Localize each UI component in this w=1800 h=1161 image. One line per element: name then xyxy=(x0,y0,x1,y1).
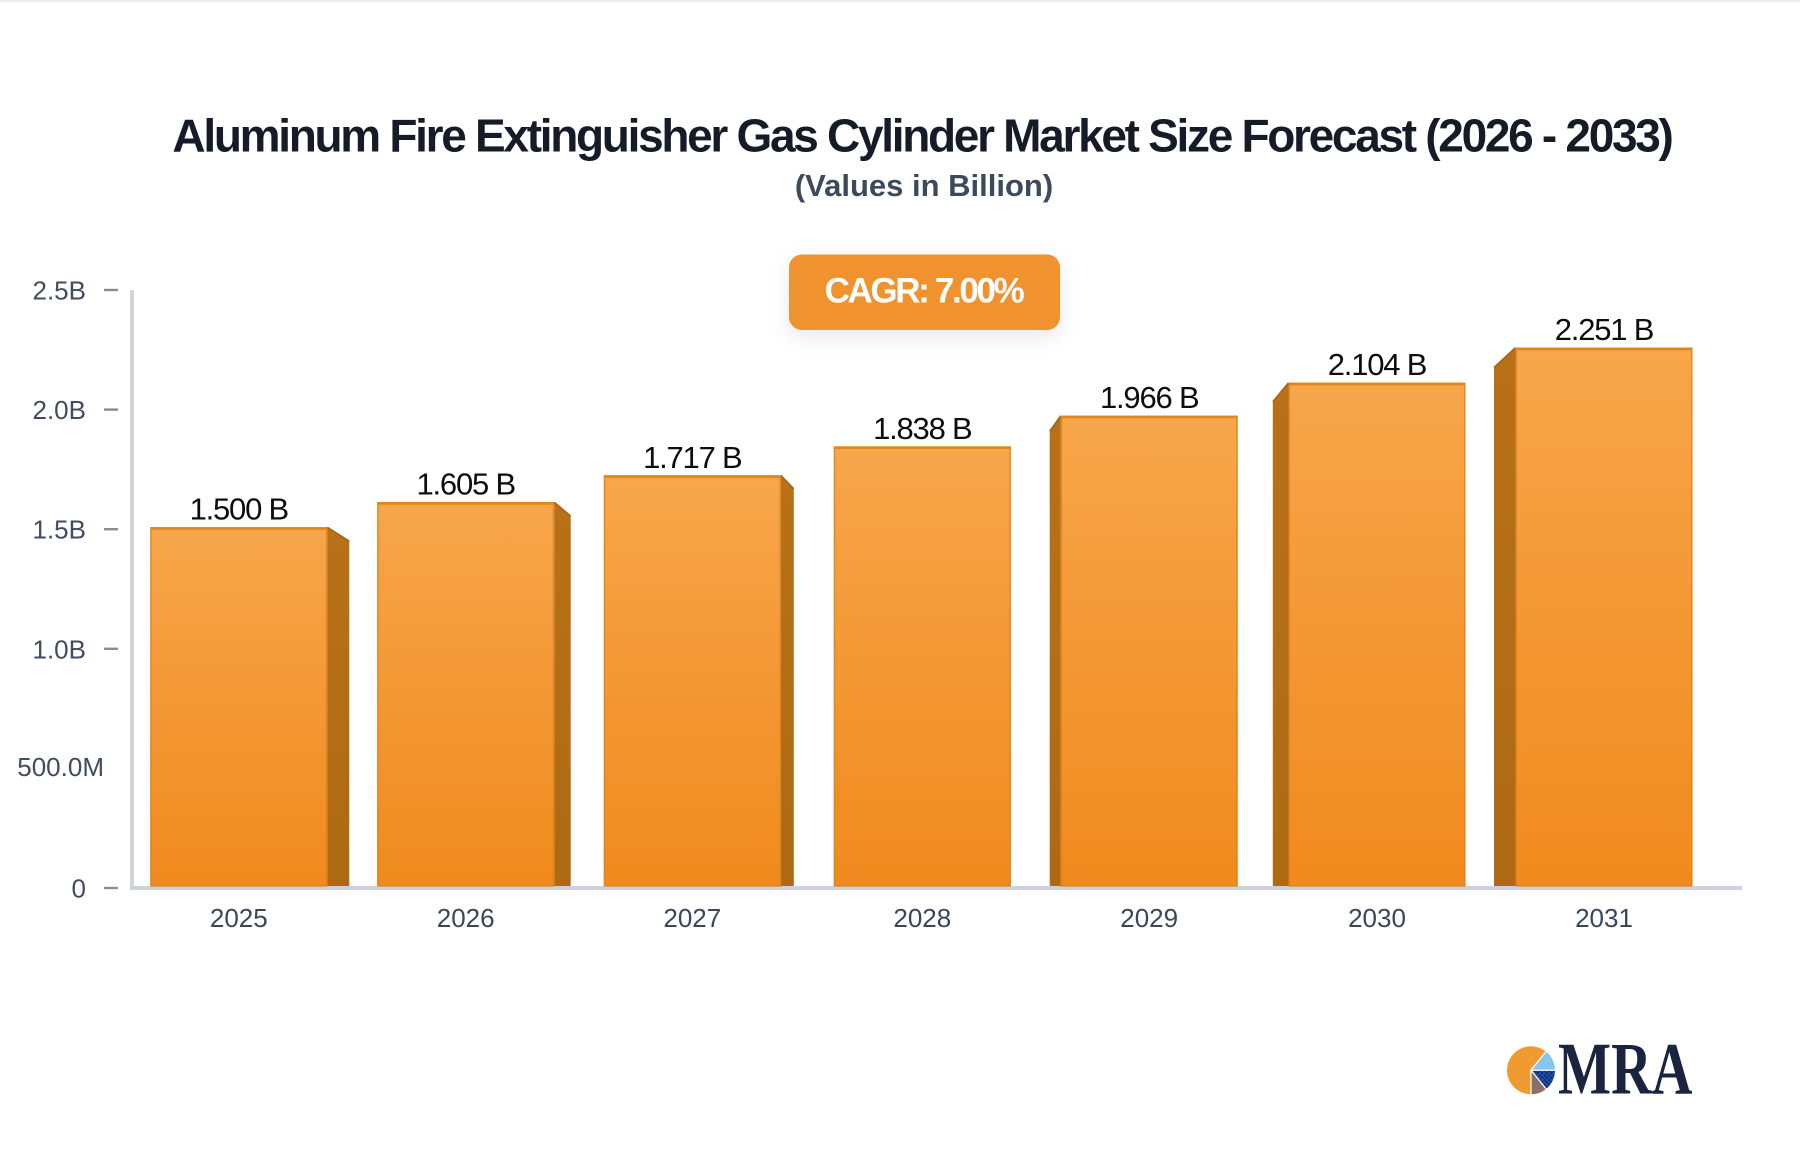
svg-text:2028: 2028 xyxy=(893,903,951,933)
svg-text:MRA: MRA xyxy=(1558,1028,1692,1110)
svg-text:1.500 B: 1.500 B xyxy=(190,492,289,527)
svg-text:2.104 B: 2.104 B xyxy=(1328,347,1427,382)
svg-text:CAGR: 7.00%: CAGR: 7.00% xyxy=(825,272,1025,311)
svg-text:1.0B: 1.0B xyxy=(33,634,87,664)
svg-text:0: 0 xyxy=(72,874,86,904)
svg-text:2025: 2025 xyxy=(210,903,268,933)
svg-text:1.605 B: 1.605 B xyxy=(416,467,515,502)
svg-text:2027: 2027 xyxy=(663,903,721,933)
svg-text:2029: 2029 xyxy=(1120,903,1178,933)
svg-text:1.717 B: 1.717 B xyxy=(643,440,742,475)
svg-text:1.5B: 1.5B xyxy=(33,515,87,545)
svg-text:Aluminum Fire Extinguisher Gas: Aluminum Fire Extinguisher Gas Cylinder … xyxy=(172,110,1672,162)
svg-text:2.251 B: 2.251 B xyxy=(1555,312,1654,347)
svg-text:2031: 2031 xyxy=(1575,903,1633,933)
svg-text:500.0M: 500.0M xyxy=(17,752,104,782)
svg-text:1.966 B: 1.966 B xyxy=(1100,380,1199,415)
svg-text:2.5B: 2.5B xyxy=(33,276,87,306)
svg-text:2026: 2026 xyxy=(437,903,495,933)
svg-text:2030: 2030 xyxy=(1348,903,1406,933)
svg-text:(Values in Billion): (Values in Billion) xyxy=(795,168,1053,203)
svg-text:1.838 B: 1.838 B xyxy=(873,411,972,446)
svg-text:2.0B: 2.0B xyxy=(33,395,87,425)
